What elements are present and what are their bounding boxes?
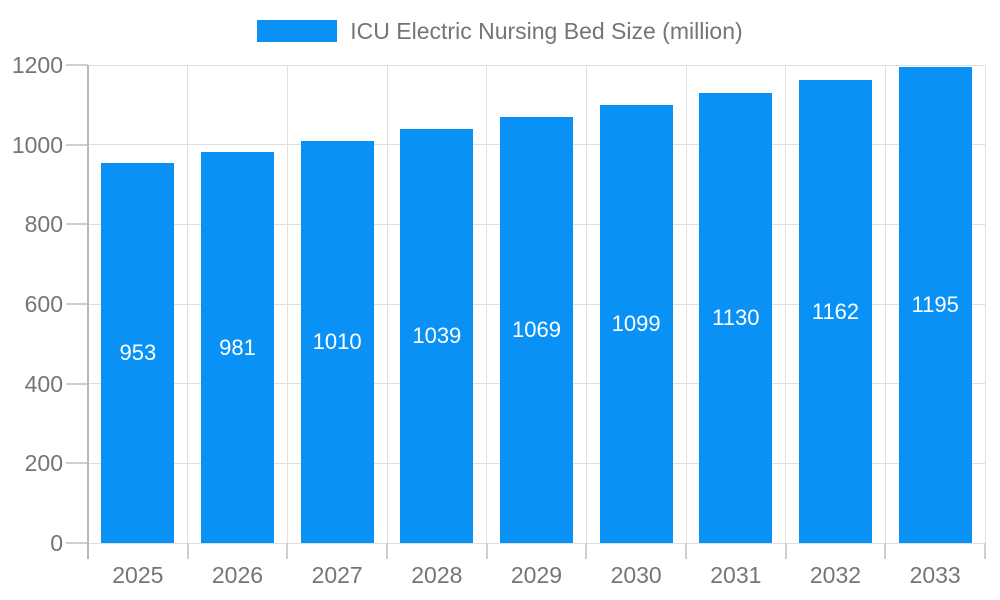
- y-tick-mark: [66, 542, 88, 544]
- x-tick-mark: [784, 543, 787, 559]
- bar[interactable]: [699, 92, 773, 543]
- legend-label: ICU Electric Nursing Bed Size (million): [350, 18, 743, 44]
- gridline-vertical: [884, 65, 886, 543]
- y-axis-tick-label: 600: [24, 291, 63, 317]
- gridline-vertical: [187, 65, 189, 543]
- y-axis-line: [87, 65, 89, 559]
- y-axis-tick-label: 1000: [11, 131, 63, 158]
- bar[interactable]: [400, 129, 474, 543]
- x-tick-mark: [984, 543, 986, 559]
- bar[interactable]: [799, 80, 872, 543]
- x-axis-tick-label: 2027: [311, 562, 363, 588]
- gridline-vertical: [286, 65, 288, 543]
- y-tick-mark: [66, 462, 88, 465]
- chart-legend[interactable]: ICU Electric Nursing Bed Size (million): [0, 18, 1000, 44]
- bar[interactable]: [500, 117, 573, 543]
- gridline-vertical: [486, 65, 488, 543]
- y-tick-mark: [66, 303, 88, 305]
- y-axis-tick-label: 1200: [11, 52, 63, 78]
- x-tick-mark: [585, 543, 588, 559]
- gridline-vertical: [984, 65, 986, 543]
- x-tick-mark: [286, 543, 289, 559]
- x-axis-tick-label: 2031: [710, 562, 762, 588]
- bar[interactable]: [898, 66, 972, 543]
- y-tick-mark: [66, 143, 88, 146]
- x-axis-tick-label: 2032: [809, 562, 862, 588]
- x-axis-tick-label: 2030: [610, 562, 662, 588]
- y-axis-tick-label: 0: [50, 530, 63, 556]
- bar[interactable]: [599, 105, 673, 543]
- y-tick-mark: [66, 382, 88, 385]
- bar[interactable]: [201, 152, 274, 543]
- gridline-vertical: [685, 65, 687, 543]
- x-tick-mark: [186, 543, 189, 559]
- y-axis-tick-label: 800: [24, 211, 63, 238]
- x-tick-mark: [884, 543, 887, 559]
- gridline-horizontal: [88, 542, 985, 544]
- y-tick-mark: [66, 223, 88, 226]
- gridline-vertical: [785, 65, 787, 543]
- legend-swatch-icon: [257, 20, 338, 42]
- y-axis-tick-label: 200: [24, 450, 63, 477]
- x-tick-mark: [485, 543, 488, 559]
- bar[interactable]: [300, 140, 374, 543]
- gridline-vertical: [585, 65, 587, 543]
- gridline-horizontal: [88, 64, 985, 66]
- x-axis-tick-label: 2028: [411, 562, 463, 588]
- x-tick-mark: [386, 543, 388, 559]
- y-tick-mark: [66, 64, 88, 66]
- x-axis-tick-label: 2029: [510, 562, 563, 588]
- x-tick-mark: [685, 543, 687, 559]
- x-axis-tick-label: 2025: [112, 562, 164, 588]
- gridline-vertical: [386, 65, 388, 543]
- bar[interactable]: [101, 163, 175, 543]
- x-axis-tick-label: 2033: [909, 562, 961, 588]
- y-axis-tick-label: 400: [24, 370, 63, 397]
- x-axis-tick-label: 2026: [211, 562, 264, 588]
